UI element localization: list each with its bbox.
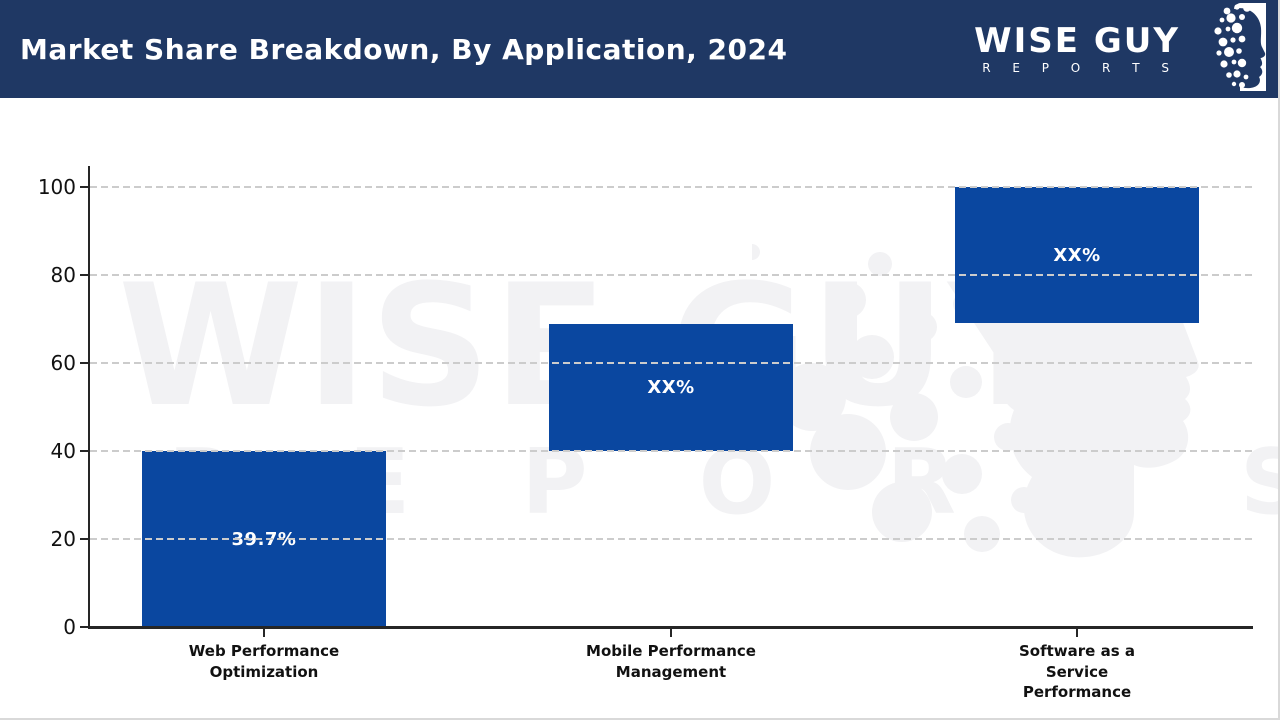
brand-logo: WISE GUY R E P O R T S bbox=[974, 1, 1278, 97]
y-tick-100 bbox=[80, 186, 88, 188]
category-label-line: Service bbox=[1045, 662, 1109, 681]
y-tick-40 bbox=[80, 450, 88, 452]
brand-logo-text: WISE GUY R E P O R T S bbox=[974, 23, 1180, 75]
category-label-line: Management bbox=[615, 662, 727, 681]
y-tick-label-0: 0 bbox=[63, 615, 76, 639]
x-tick-3 bbox=[1076, 629, 1078, 637]
y-axis-spine bbox=[88, 166, 90, 628]
y-tick-label-60: 60 bbox=[50, 351, 76, 375]
gridline-60 bbox=[90, 362, 1253, 364]
x-tick-2 bbox=[670, 629, 672, 637]
y-tick-0 bbox=[80, 626, 88, 628]
category-label-software-as-a-service-performance: Software as a Service Performance bbox=[947, 641, 1207, 703]
y-tick-label-100: 100 bbox=[37, 175, 76, 199]
y-tick-60 bbox=[80, 362, 88, 364]
y-tick-label-40: 40 bbox=[50, 439, 76, 463]
bar-mobile-performance-management: XX% bbox=[549, 324, 793, 451]
bar-value-label: XX% bbox=[647, 377, 695, 398]
gridline-80 bbox=[90, 274, 1253, 276]
brand-subtext: R E P O R T S bbox=[982, 61, 1178, 75]
bar-value-label: XX% bbox=[1053, 244, 1101, 266]
x-axis-spine bbox=[88, 626, 1253, 629]
category-label-line: Mobile Performance bbox=[586, 642, 756, 660]
category-label-line: Web Performance bbox=[188, 642, 340, 660]
category-label-line: Software as a bbox=[1019, 642, 1135, 660]
y-tick-label-80: 80 bbox=[50, 263, 76, 287]
category-label-line: Optimization bbox=[209, 662, 319, 681]
bar-software-as-a-service-performance: XX% bbox=[955, 187, 1199, 323]
category-label-web-performance-optimization: Web Performance Optimization bbox=[134, 641, 394, 682]
header-bar: Market Share Breakdown, By Application, … bbox=[0, 0, 1278, 98]
y-tick-80 bbox=[80, 274, 88, 276]
y-tick-20 bbox=[80, 538, 88, 540]
category-label-mobile-performance-management: Mobile Performance Management bbox=[541, 641, 801, 682]
y-tick-label-20: 20 bbox=[50, 527, 76, 551]
gridline-20 bbox=[90, 538, 1253, 540]
brand-wordmark: WISE GUY bbox=[974, 21, 1180, 61]
gridline-40 bbox=[90, 450, 1253, 452]
brand-face-icon bbox=[1174, 1, 1266, 97]
x-tick-1 bbox=[263, 629, 265, 637]
category-label-line: Performance bbox=[1022, 683, 1132, 701]
page-title: Market Share Breakdown, By Application, … bbox=[20, 32, 788, 66]
gridline-100 bbox=[90, 186, 1253, 188]
